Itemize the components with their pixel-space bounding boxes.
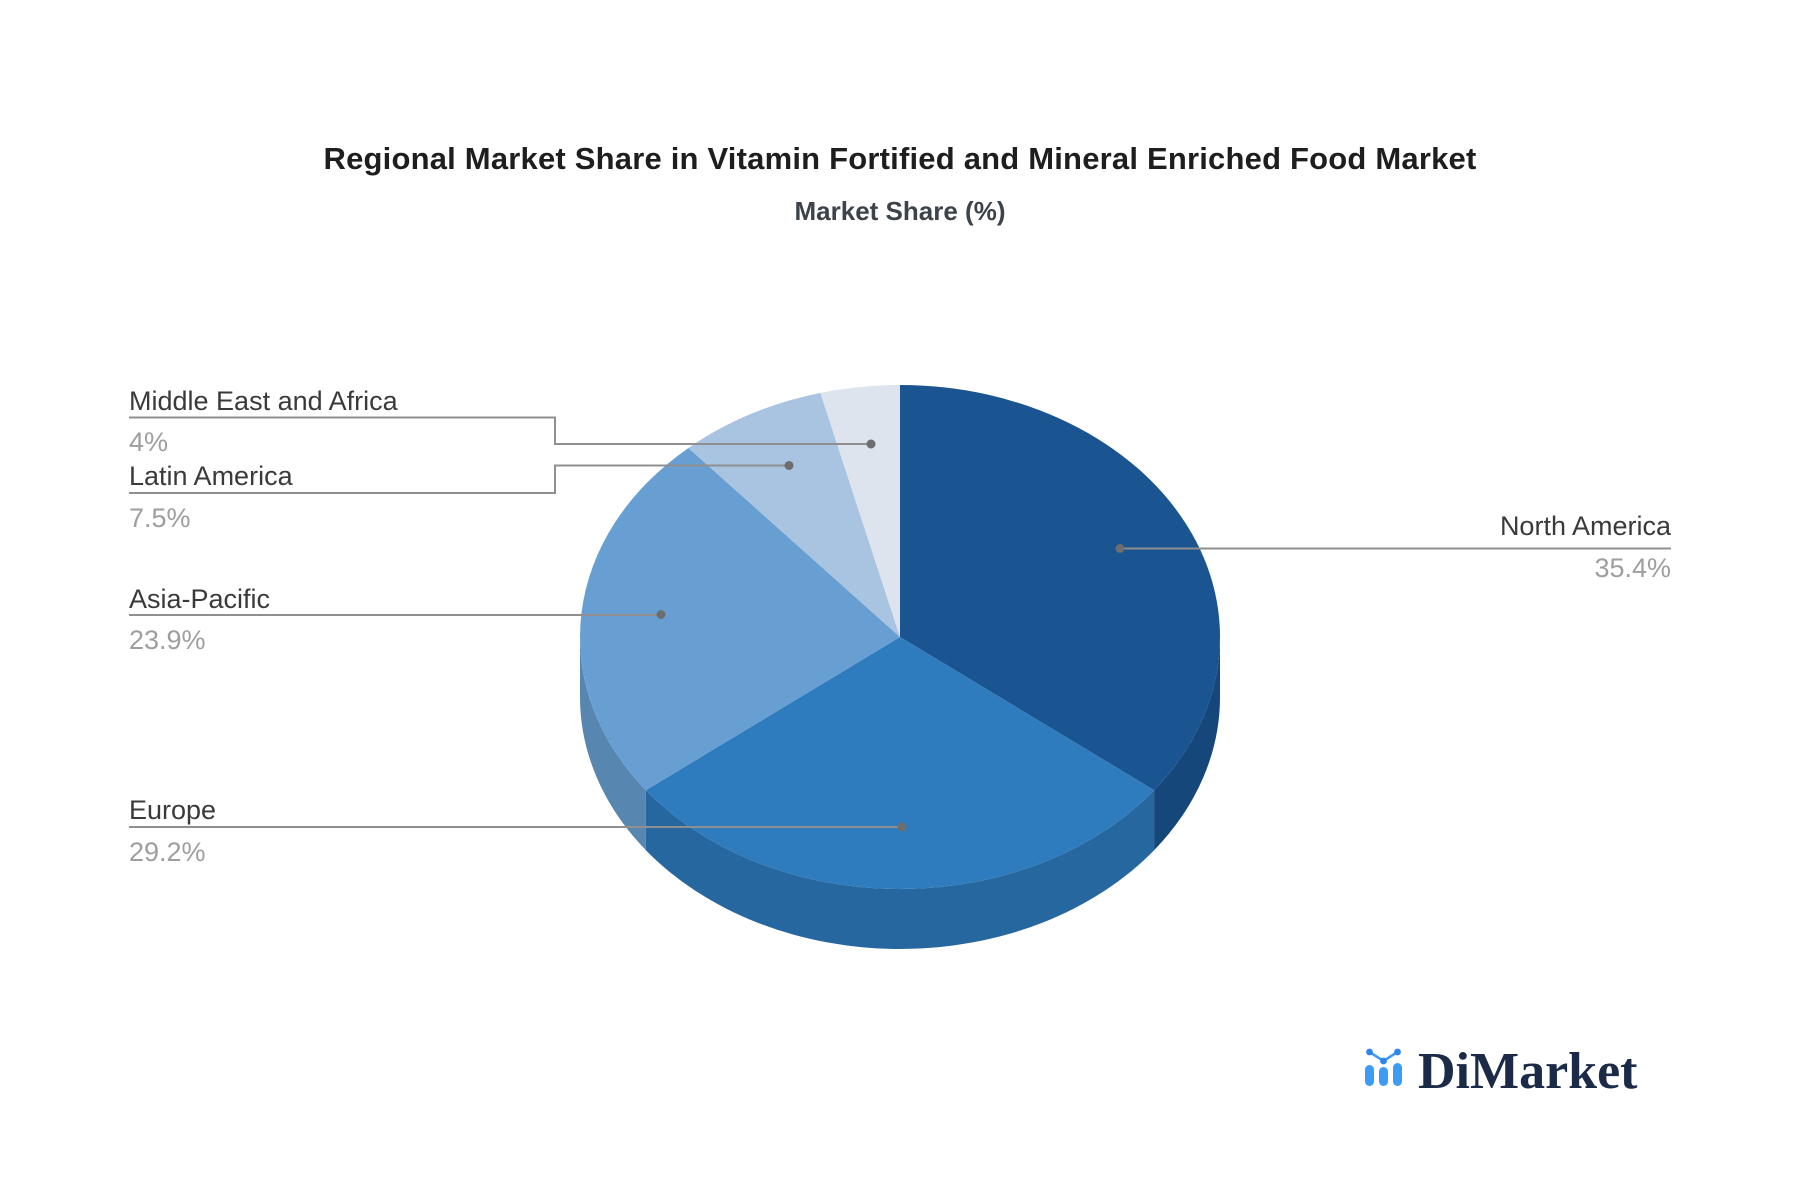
slice-label-asia-pacific: Asia-Pacific xyxy=(129,584,271,614)
chart-title: Regional Market Share in Vitamin Fortifi… xyxy=(323,141,1477,176)
slice-label-latin-america: Latin America xyxy=(129,461,293,491)
slice-label-north-america: North America xyxy=(1499,511,1671,541)
pie-slice-asia-pacific[interactable] xyxy=(580,448,900,791)
pie-slice-side-asia-pacific xyxy=(580,637,646,851)
slice-value-europe: 29.2% xyxy=(129,837,206,867)
logo-dot xyxy=(1366,1048,1373,1056)
pie-slice-side-europe xyxy=(645,790,1155,950)
logo-dot xyxy=(1394,1048,1401,1056)
slice-label-middle-east-and-africa: Middle East and Africa xyxy=(129,386,398,416)
dimarket-logo: DiMarket xyxy=(1362,1043,1637,1098)
dimarket-logo-text: DiMarket xyxy=(1418,1043,1638,1100)
pie-slice-north-america[interactable] xyxy=(900,384,1221,791)
logo-bar xyxy=(1393,1063,1402,1086)
leader-dot-middle-east-and-africa xyxy=(866,439,876,449)
logo-dot xyxy=(1380,1057,1387,1065)
slice-value-latin-america: 7.5% xyxy=(129,503,191,533)
slice-value-north-america: 35.4% xyxy=(1594,553,1671,583)
pie-slice-middle-east-and-africa[interactable] xyxy=(820,384,900,637)
slice-value-middle-east-and-africa: 4% xyxy=(129,427,169,457)
pie-slice-side-north-america xyxy=(1154,637,1220,851)
logo-bar xyxy=(1379,1067,1388,1086)
pie-slice-latin-america[interactable] xyxy=(688,392,900,637)
dimarket-logo-icon xyxy=(1365,1048,1402,1086)
leader-line-latin-america xyxy=(129,464,789,494)
leader-dot-europe xyxy=(897,822,907,832)
slice-value-asia-pacific: 23.9% xyxy=(129,625,206,655)
logo-bar xyxy=(1365,1065,1374,1086)
leader-dot-latin-america xyxy=(784,461,794,470)
leader-line-middle-east-and-africa xyxy=(129,416,871,445)
chart-subtitle: Market Share (%) xyxy=(794,196,1006,226)
leader-dot-north-america xyxy=(1115,544,1125,553)
slice-label-europe: Europe xyxy=(129,795,217,825)
leader-dot-asia-pacific xyxy=(656,610,666,619)
